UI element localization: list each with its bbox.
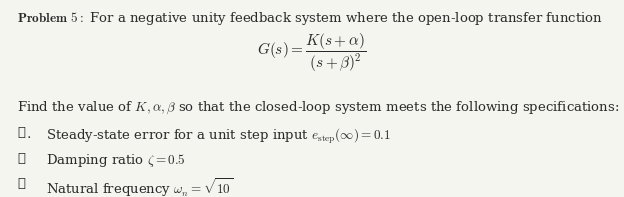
Text: Find the value of $K, \alpha, \beta$ so that the closed-loop system meets the fo: Find the value of $K, \alpha, \beta$ so …	[17, 99, 620, 116]
Text: ❖: ❖	[17, 126, 25, 139]
Text: ❖: ❖	[17, 152, 25, 164]
Text: $\bf{Problem\ 5:}$ For a negative unity feedback system where the open-loop tran: $\bf{Problem\ 5:}$ For a negative unity …	[17, 10, 603, 27]
Text: Damping ratio $\zeta = 0.5$: Damping ratio $\zeta = 0.5$	[46, 152, 186, 169]
Text: $G(s) = \dfrac{K(s + \alpha)}{(s + \beta)^2}$: $G(s) = \dfrac{K(s + \alpha)}{(s + \beta…	[257, 32, 367, 74]
Text: Steady-state error for a unit step input $e_{\mathrm{step}}(\infty) = 0.1$: Steady-state error for a unit step input…	[46, 126, 391, 146]
Text: $\cdot\!\!\!\cdot$: $\cdot\!\!\!\cdot$	[26, 126, 31, 143]
Text: ❖: ❖	[17, 177, 25, 190]
Text: Natural frequency $\omega_n = \sqrt{10}$: Natural frequency $\omega_n = \sqrt{10}$	[46, 177, 233, 197]
